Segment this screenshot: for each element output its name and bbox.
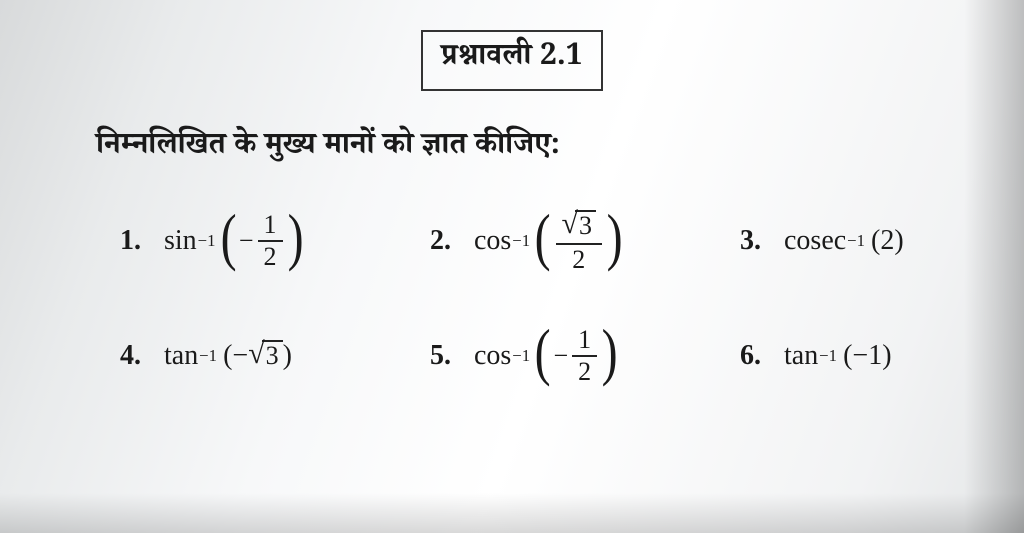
problems-row-1: 1. sin−1 ( − 1 2 ) 2. cos−1 ( — [120, 210, 964, 273]
fraction-numerator: √ 3 — [556, 210, 602, 245]
problem-number: 3. — [740, 225, 770, 257]
radicand: 3 — [575, 210, 596, 241]
instruction-text: निम्नलिखित के मुख्य मानों को ज्ञात कीजिए… — [96, 125, 964, 172]
minus-sign: − — [239, 226, 254, 256]
problem-2: 2. cos−1 ( √ 3 2 ) — [430, 210, 740, 273]
argument: (−1) — [843, 340, 891, 372]
title-wrap: प्रश्नावली 2.1 — [60, 30, 964, 91]
open-paren-text: (− — [223, 340, 248, 372]
problem-expression: tan−1 (−1) — [784, 340, 892, 372]
inverse-exponent: −1 — [847, 231, 865, 251]
problem-6: 6. tan−1 (−1) — [740, 340, 1024, 372]
problem-3: 3. cosec−1 (2) — [740, 225, 1024, 257]
inverse-exponent: −1 — [198, 231, 216, 251]
fraction-numerator: 1 — [258, 212, 283, 242]
problem-5: 5. cos−1 ( − 1 2 ) — [430, 327, 740, 385]
problem-expression: tan−1 (− √ 3 ) — [164, 340, 292, 372]
close-paren-text: ) — [283, 340, 292, 372]
problem-1: 1. sin−1 ( − 1 2 ) — [120, 212, 430, 270]
minus-sign: − — [554, 341, 569, 371]
fraction-numerator: 1 — [572, 327, 597, 357]
fn-name: tan — [164, 340, 198, 372]
problem-number: 6. — [740, 340, 770, 372]
fraction: √ 3 2 — [556, 210, 602, 273]
argument: (2) — [871, 225, 904, 257]
page: प्रश्नावली 2.1 निम्नलिखित के मुख्य मानों… — [0, 0, 1024, 533]
problems-row-2: 4. tan−1 (− √ 3 ) 5. cos−1 ( − — [120, 327, 964, 385]
inverse-exponent: −1 — [199, 346, 217, 366]
exercise-title: प्रश्नावली 2.1 — [421, 30, 602, 91]
problem-expression: cos−1 ( − 1 2 ) — [474, 327, 620, 385]
fn-name: cos — [474, 340, 511, 372]
fraction: 1 2 — [572, 327, 597, 385]
sqrt-icon: √ 3 — [562, 210, 596, 241]
problem-expression: sin−1 ( − 1 2 ) — [164, 212, 306, 270]
problem-number: 4. — [120, 340, 150, 372]
fraction: 1 2 — [258, 212, 283, 270]
problem-4: 4. tan−1 (− √ 3 ) — [120, 340, 430, 372]
inverse-exponent: −1 — [512, 346, 530, 366]
fraction-denominator: 2 — [572, 357, 597, 385]
problem-number: 2. — [430, 225, 460, 257]
inverse-exponent: −1 — [512, 231, 530, 251]
inverse-exponent: −1 — [819, 346, 837, 366]
radical-sign-icon: √ — [562, 209, 578, 239]
fn-name: sin — [164, 225, 197, 257]
problem-expression: cos−1 ( √ 3 2 ) — [474, 210, 625, 273]
problems-grid: 1. sin−1 ( − 1 2 ) 2. cos−1 ( — [120, 210, 964, 385]
fn-name: cos — [474, 225, 511, 257]
fn-name: tan — [784, 340, 818, 372]
sqrt-icon: √ 3 — [248, 340, 282, 371]
radical-sign-icon: √ — [248, 339, 264, 369]
fn-name: cosec — [784, 225, 846, 257]
fraction-denominator: 2 — [258, 242, 283, 270]
fraction-denominator: 2 — [566, 245, 591, 273]
problem-expression: cosec−1 (2) — [784, 225, 904, 257]
problem-number: 5. — [430, 340, 460, 372]
problem-number: 1. — [120, 225, 150, 257]
